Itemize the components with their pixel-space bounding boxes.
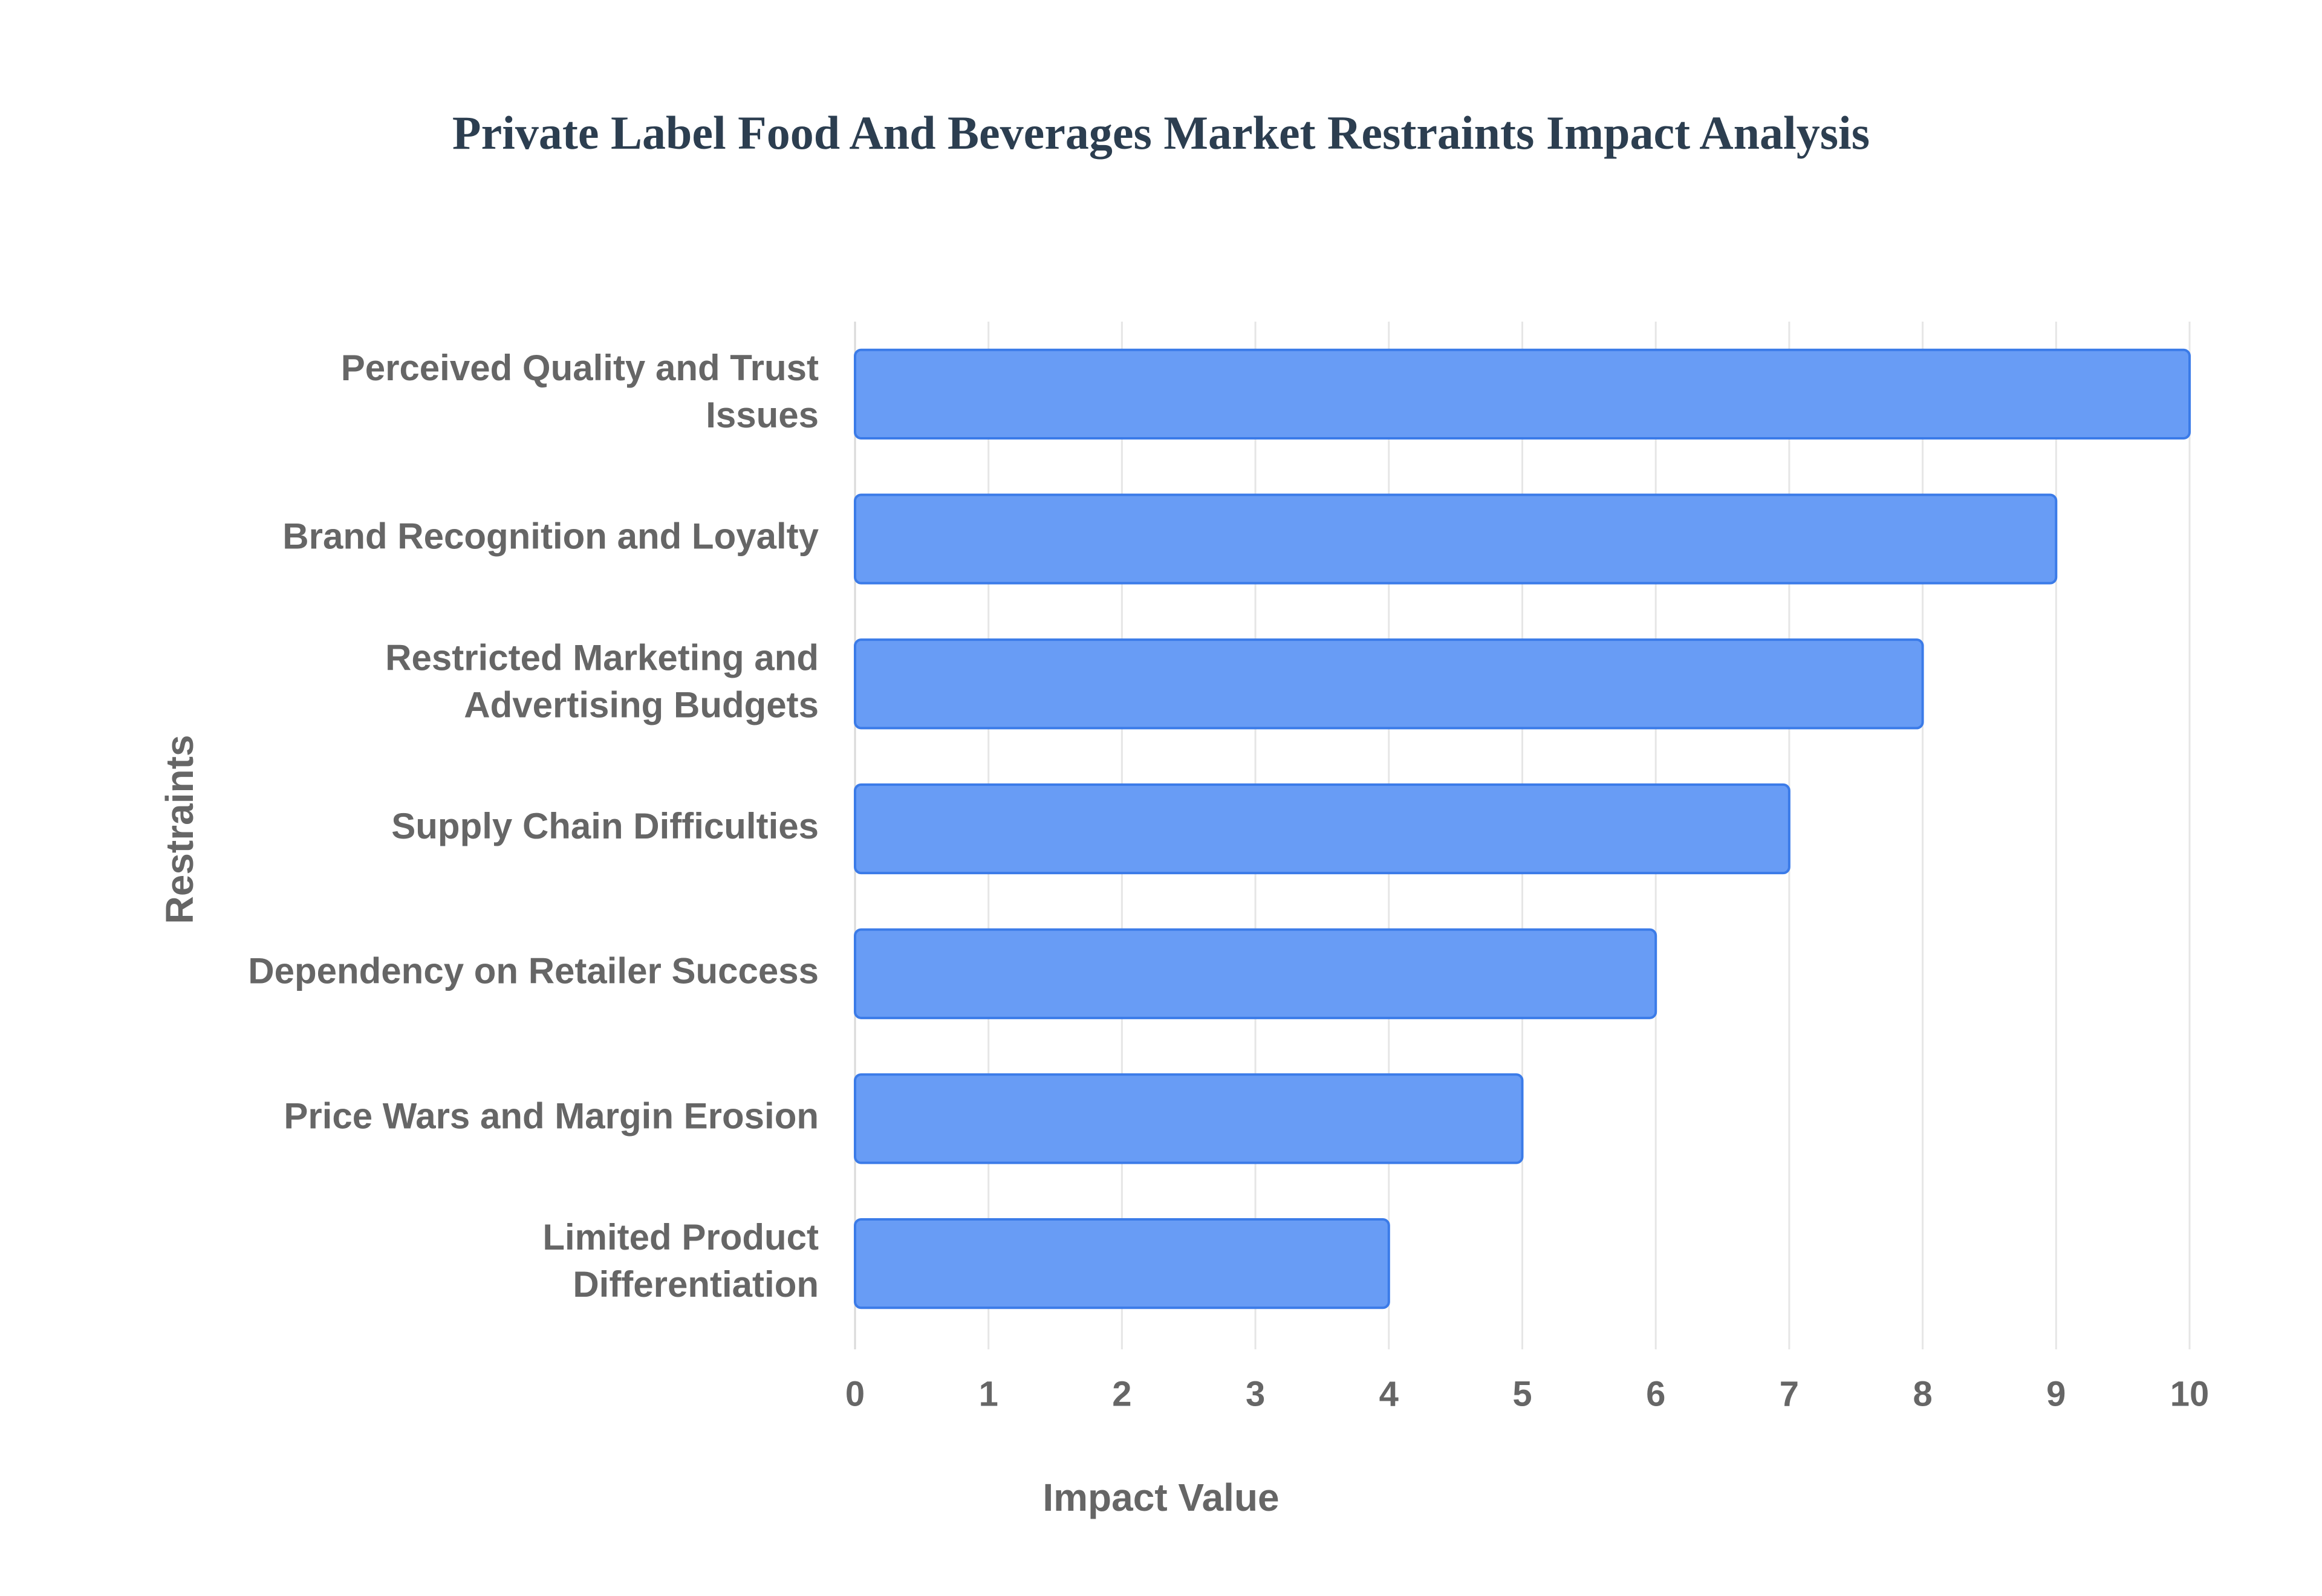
y-tick-label: Price Wars and Margin Erosion bbox=[284, 1095, 819, 1136]
y-tick-label: Restricted Marketing and Advertising Bud… bbox=[385, 637, 819, 725]
y-tick-label: Perceived Quality and Trust Issues bbox=[341, 348, 819, 435]
bar bbox=[854, 1218, 1390, 1309]
bar bbox=[854, 928, 1657, 1019]
bar bbox=[854, 1073, 1524, 1164]
x-tick-label: 10 bbox=[2170, 1374, 2210, 1413]
x-tick-label: 7 bbox=[1780, 1374, 1799, 1413]
x-tick-label: 3 bbox=[1246, 1374, 1265, 1413]
x-axis-label: Impact Value bbox=[1042, 1476, 1279, 1519]
x-tick-label: 4 bbox=[1379, 1374, 1399, 1413]
x-tick-label: 9 bbox=[2046, 1374, 2066, 1413]
y-tick-label: Limited Product Differentiation bbox=[542, 1217, 819, 1305]
bar bbox=[854, 638, 1924, 730]
bar bbox=[854, 348, 2191, 440]
x-tick-label: 5 bbox=[1512, 1374, 1532, 1413]
y-axis-label: Restraints bbox=[158, 735, 201, 924]
bar bbox=[854, 783, 1790, 875]
bar bbox=[854, 493, 2058, 585]
chart-title: Private Label Food And Beverages Market … bbox=[452, 106, 1870, 159]
x-tick-label: 6 bbox=[1646, 1374, 1665, 1413]
x-tick-label: 8 bbox=[1913, 1374, 1932, 1413]
y-tick-label: Brand Recognition and Loyalty bbox=[282, 516, 819, 556]
x-tick-label: 2 bbox=[1112, 1374, 1131, 1413]
x-tick-label: 1 bbox=[979, 1374, 998, 1413]
y-tick-label: Supply Chain Difficulties bbox=[391, 806, 819, 846]
y-tick-label: Dependency on Retailer Success bbox=[248, 951, 819, 991]
x-tick-label: 0 bbox=[845, 1374, 865, 1413]
